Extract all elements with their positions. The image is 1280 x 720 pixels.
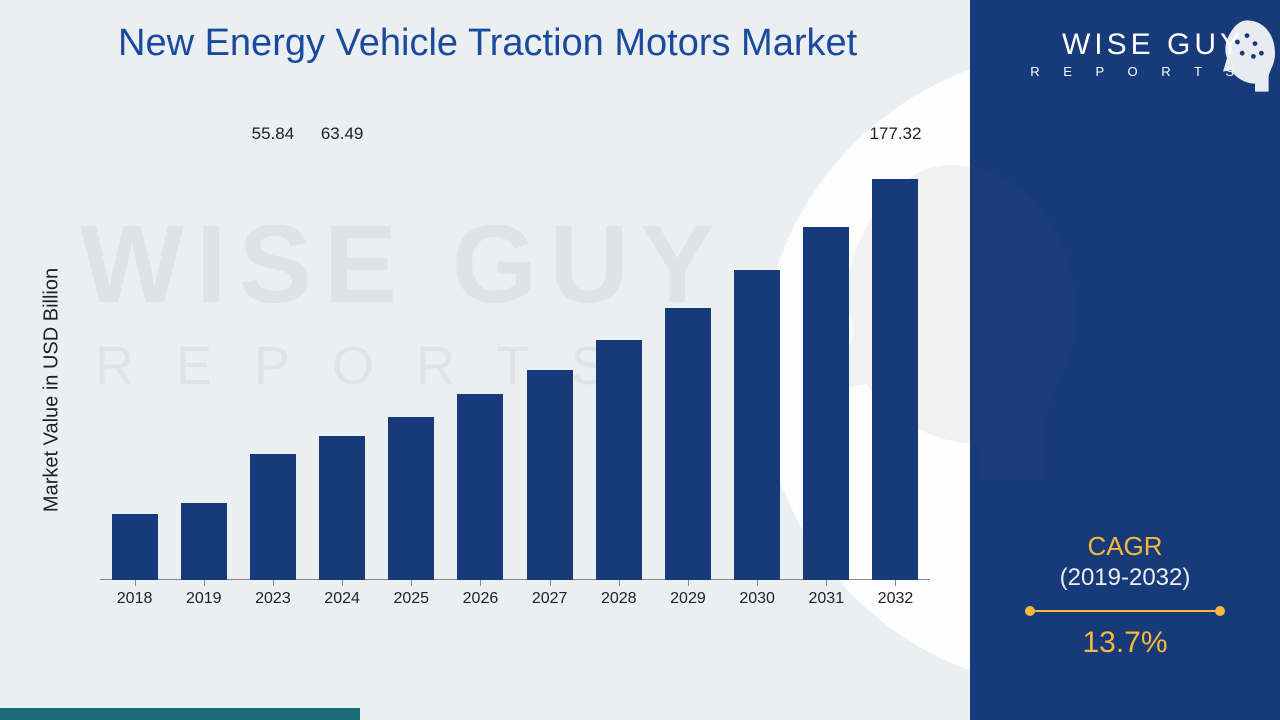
- bar: [181, 503, 227, 580]
- x-tick-label: 2026: [463, 590, 499, 608]
- bar-wrap: 2019: [169, 150, 238, 580]
- x-tick-mark: [826, 580, 827, 586]
- x-tick-mark: [550, 580, 551, 586]
- x-tick-label: 2028: [601, 590, 637, 608]
- bottom-accent-bar: [0, 708, 360, 720]
- x-tick-label: 2024: [324, 590, 360, 608]
- bar-wrap: 2026: [446, 150, 515, 580]
- bar: [319, 436, 365, 580]
- page-title: New Energy Vehicle Traction Motors Marke…: [118, 22, 857, 66]
- bar-wrap: 63.492024: [308, 150, 377, 580]
- bar: [734, 270, 780, 580]
- bar-wrap: 2018: [100, 150, 169, 580]
- bar: [457, 394, 503, 580]
- bar: [872, 179, 918, 580]
- bar: [112, 514, 158, 580]
- x-tick-label: 2023: [255, 590, 291, 608]
- bars-container: 2018201955.84202363.49202420252026202720…: [100, 150, 930, 580]
- bar: [803, 227, 849, 580]
- bar-wrap: 55.842023: [238, 150, 307, 580]
- x-tick-mark: [273, 580, 274, 586]
- bar-wrap: 177.322032: [861, 150, 930, 580]
- bar-value-label: 177.32: [869, 124, 921, 144]
- x-tick-label: 2018: [117, 590, 153, 608]
- logo-sub-text: R E P O R T S: [1030, 64, 1244, 79]
- x-tick-mark: [895, 580, 896, 586]
- bar-wrap: 2029: [653, 150, 722, 580]
- x-tick-mark: [135, 580, 136, 586]
- bar: [388, 417, 434, 580]
- x-tick-label: 2025: [393, 590, 429, 608]
- cagr-divider: [1030, 610, 1220, 612]
- cagr-value: 13.7%: [1010, 626, 1240, 660]
- bar-wrap: 2031: [792, 150, 861, 580]
- x-tick-mark: [342, 580, 343, 586]
- x-tick-mark: [619, 580, 620, 586]
- bar: [596, 340, 642, 580]
- x-tick-label: 2032: [878, 590, 914, 608]
- x-tick-mark: [204, 580, 205, 586]
- logo-main-text: WISE GUY: [1030, 28, 1244, 62]
- x-tick-mark: [480, 580, 481, 586]
- bar-value-label: 55.84: [252, 124, 295, 144]
- y-axis-label: Market Value in USD Billion: [41, 268, 64, 512]
- bar-chart: Market Value in USD Billion 2018201955.8…: [60, 150, 930, 630]
- bar: [665, 308, 711, 580]
- cagr-block: CAGR (2019-2032) 13.7%: [1010, 531, 1240, 660]
- x-tick-label: 2027: [532, 590, 568, 608]
- x-tick-label: 2030: [739, 590, 775, 608]
- plot-area: 2018201955.84202363.49202420252026202720…: [100, 150, 930, 580]
- bar-value-label: 63.49: [321, 124, 364, 144]
- cagr-label: CAGR: [1010, 531, 1240, 562]
- stage: WISE GUY REPORTS WISE GUY R E P O R T S …: [0, 0, 1280, 720]
- cagr-range: (2019-2032): [1010, 564, 1240, 592]
- x-tick-label: 2029: [670, 590, 706, 608]
- bar-wrap: 2030: [723, 150, 792, 580]
- brand-logo: WISE GUY R E P O R T S: [1030, 28, 1244, 79]
- x-tick-label: 2019: [186, 590, 222, 608]
- x-tick-mark: [688, 580, 689, 586]
- bar-wrap: 2025: [377, 150, 446, 580]
- x-tick-mark: [411, 580, 412, 586]
- x-tick-mark: [757, 580, 758, 586]
- bar-wrap: 2027: [515, 150, 584, 580]
- bar: [527, 370, 573, 580]
- bar: [250, 454, 296, 580]
- x-tick-label: 2031: [809, 590, 845, 608]
- bar-wrap: 2028: [584, 150, 653, 580]
